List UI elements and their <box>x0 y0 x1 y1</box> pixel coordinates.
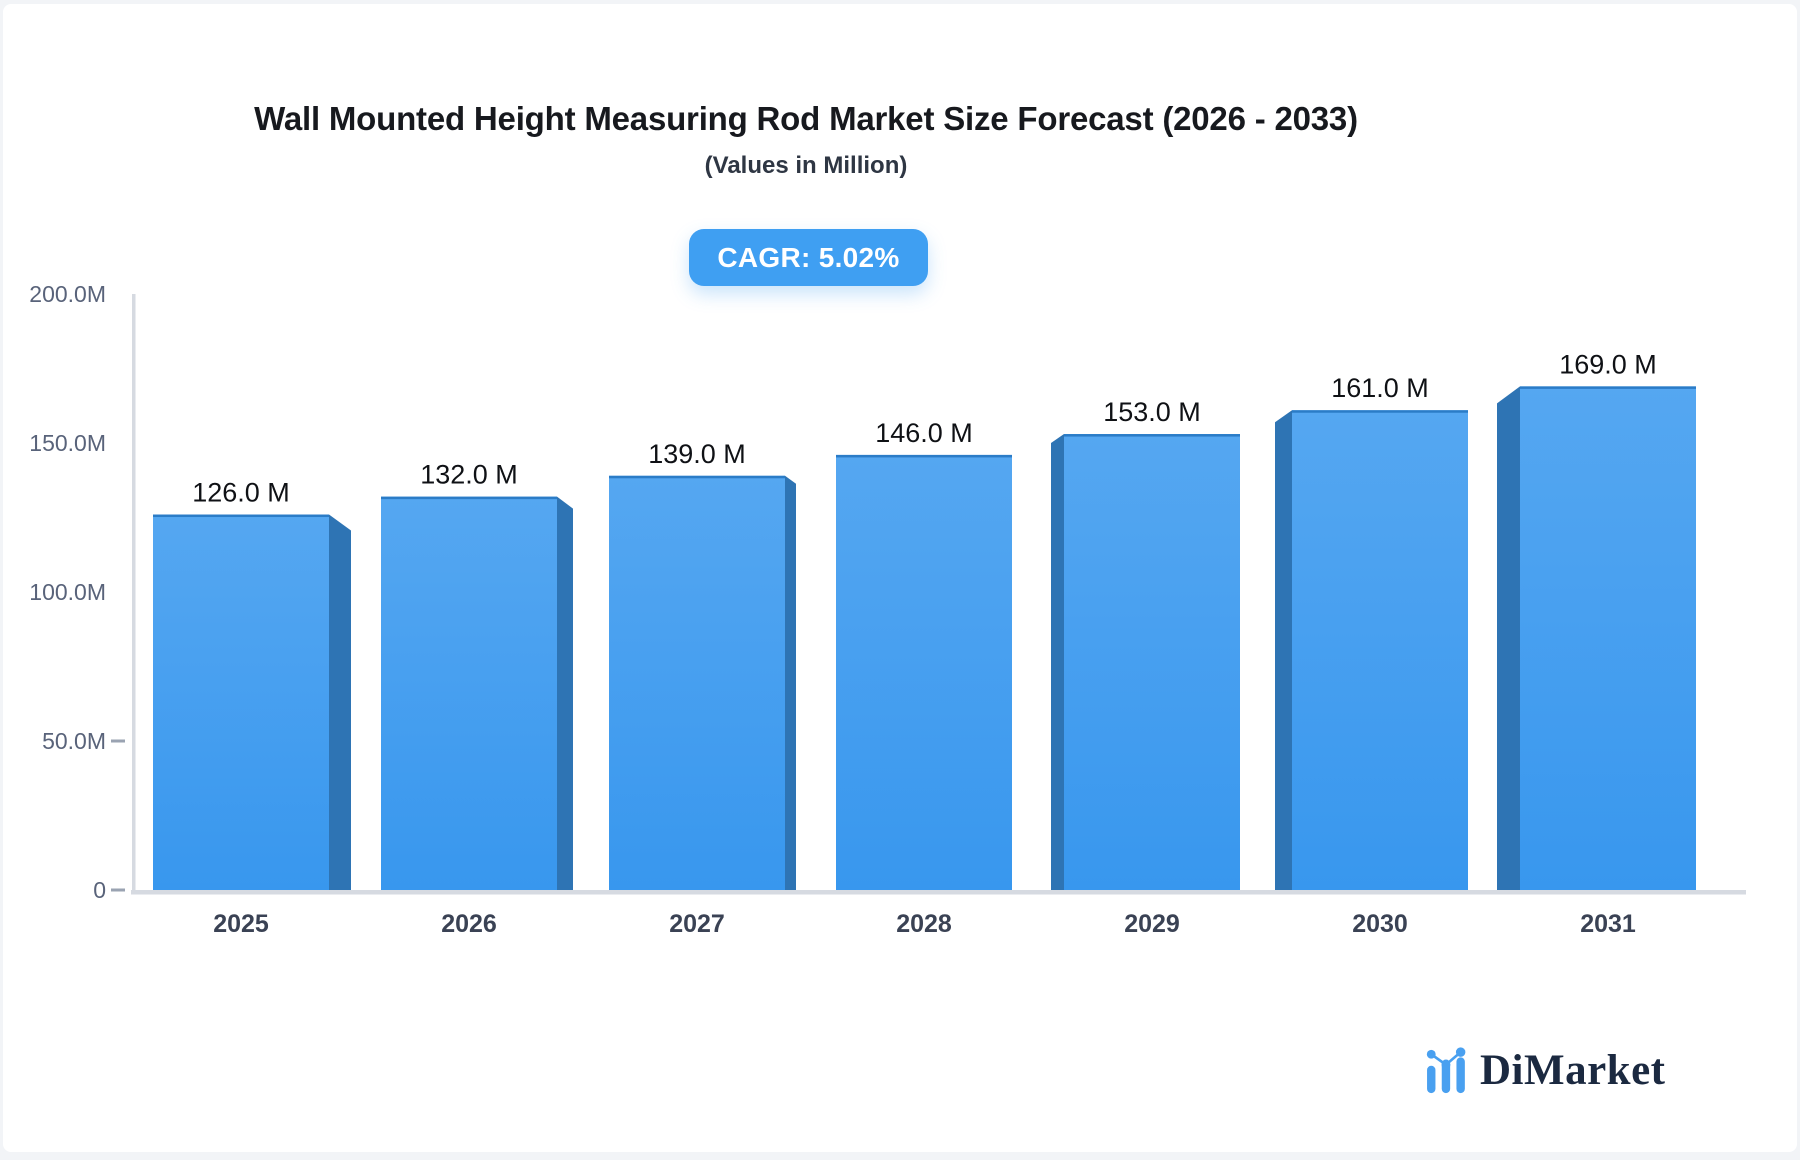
bar-top-edge <box>836 454 1012 458</box>
bar-side-face <box>329 514 351 890</box>
y-axis-label: 0 <box>93 877 106 903</box>
bar <box>381 496 557 890</box>
bar-value-label: 169.0 M <box>1559 349 1657 379</box>
y-axis-tick <box>111 888 125 892</box>
bar-value-label: 161.0 M <box>1331 373 1429 403</box>
bar <box>609 475 785 890</box>
cagr-badge: CAGR: 5.02% <box>689 229 928 286</box>
x-axis-label: 2025 <box>213 910 269 938</box>
chart-card: Wall Mounted Height Measuring Rod Market… <box>3 4 1797 1152</box>
y-axis-label: 150.0M <box>29 430 106 456</box>
bar <box>153 514 329 890</box>
bar-chart: 0 50.0M 100.0M 150.0M 200.0M 126.0 M 2025 132.0… <box>29 281 1746 938</box>
x-axis-label: 2028 <box>896 910 952 938</box>
x-axis-line <box>131 890 1746 895</box>
bar <box>1520 386 1696 890</box>
chart-subtitle: (Values in Million) <box>704 152 908 179</box>
logo-text: DiMarket <box>1480 1046 1666 1094</box>
x-axis-label: 2029 <box>1124 910 1180 938</box>
bar-top-edge <box>153 514 329 518</box>
bar-side-face <box>1051 434 1064 890</box>
bar-value-label: 146.0 M <box>875 418 973 448</box>
bar-top-edge <box>1520 386 1696 389</box>
bar-value-label: 139.0 M <box>648 439 746 469</box>
y-axis-label: 200.0M <box>29 281 106 307</box>
bar-value-label: 153.0 M <box>1103 397 1201 427</box>
bar-line-chart-icon <box>1426 1047 1466 1094</box>
x-axis-label: 2026 <box>441 910 497 938</box>
bar <box>836 454 1012 890</box>
bar-top-edge <box>381 496 557 500</box>
bar-top-edge <box>609 475 785 479</box>
brand-logo: DiMarket <box>1426 1044 1666 1096</box>
bar-value-label: 126.0 M <box>192 478 290 508</box>
y-axis-tick <box>111 739 125 743</box>
y-axis-label: 100.0M <box>29 579 106 605</box>
y-axis-line <box>132 294 136 894</box>
bar-top-edge <box>1292 410 1468 413</box>
bar-side-face <box>1275 410 1292 890</box>
bar-top-edge <box>1064 434 1240 437</box>
bar <box>1292 410 1468 890</box>
bar <box>1064 434 1240 890</box>
bar-side-face <box>785 475 796 890</box>
bar-side-face <box>557 496 573 890</box>
bar-value-label: 132.0 M <box>420 460 518 490</box>
x-axis-label: 2030 <box>1352 910 1408 938</box>
x-axis-label: 2027 <box>669 910 725 938</box>
y-axis-label: 50.0M <box>42 728 106 754</box>
x-axis-label: 2031 <box>1580 910 1636 938</box>
chart-title: Wall Mounted Height Measuring Rod Market… <box>254 100 1358 137</box>
bar-side-face <box>1497 386 1520 890</box>
